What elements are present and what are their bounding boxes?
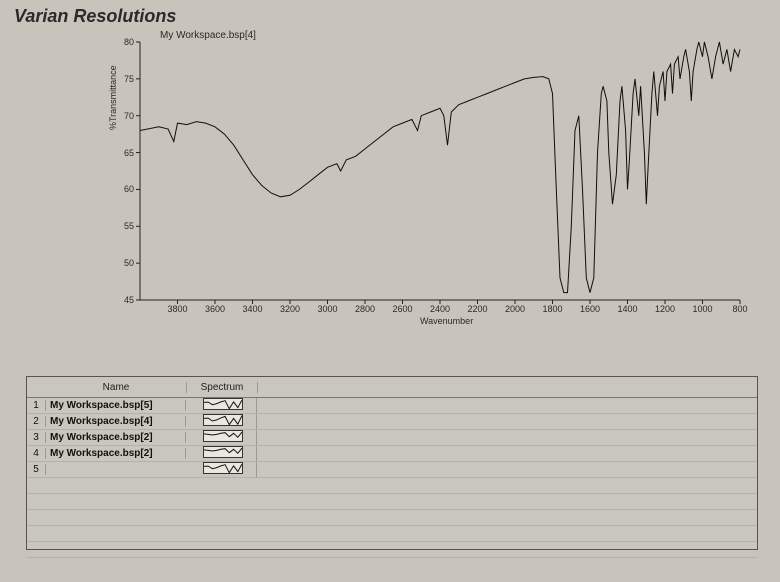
ytick-label: 55 [114, 221, 134, 231]
xtick-label: 1800 [542, 304, 562, 314]
xtick-label: 2400 [430, 304, 450, 314]
row-index: 5 [27, 464, 46, 475]
ytick-label: 65 [114, 148, 134, 158]
trace-label: My Workspace.bsp[4] [160, 30, 256, 41]
thumb-icon [203, 398, 243, 410]
table-row[interactable]: 2My Workspace.bsp[4] [27, 414, 757, 430]
row-spectrum-thumb [186, 414, 257, 429]
xtick-label: 1600 [580, 304, 600, 314]
xtick-label: 3000 [317, 304, 337, 314]
col-header-spectrum: Spectrum [187, 382, 258, 393]
row-index: 4 [27, 448, 46, 459]
xtick-label: 2600 [392, 304, 412, 314]
app-title: Varian Resolutions [14, 6, 176, 27]
row-name: My Workspace.bsp[2] [46, 432, 186, 443]
row-index: 1 [27, 400, 46, 411]
ytick-label: 60 [114, 184, 134, 194]
row-spectrum-thumb [186, 430, 257, 445]
xtick-label: 3600 [205, 304, 225, 314]
chart-svg [130, 30, 750, 320]
row-index: 3 [27, 432, 46, 443]
xtick-label: 3800 [167, 304, 187, 314]
row-name: My Workspace.bsp[2] [46, 448, 186, 459]
xtick-label: 2800 [355, 304, 375, 314]
table-row-empty [27, 542, 757, 558]
row-spectrum-thumb [186, 398, 257, 413]
thumb-icon [203, 446, 243, 458]
ytick-label: 50 [114, 258, 134, 268]
table-row[interactable]: 3My Workspace.bsp[2] [27, 430, 757, 446]
row-spectrum-thumb [186, 462, 257, 477]
row-name: My Workspace.bsp[5] [46, 400, 186, 411]
table-row-empty [27, 526, 757, 542]
table-row-empty [27, 478, 757, 494]
xtick-label: 800 [732, 304, 747, 314]
table-header: Name Spectrum [27, 377, 757, 398]
xtick-label: 1000 [692, 304, 712, 314]
xtick-label: 1400 [617, 304, 637, 314]
xtick-label: 2200 [467, 304, 487, 314]
xtick-label: 3400 [242, 304, 262, 314]
spectrum-table: Name Spectrum 1My Workspace.bsp[5]2My Wo… [26, 376, 758, 550]
table-row[interactable]: 5 [27, 462, 757, 478]
xtick-label: 2000 [505, 304, 525, 314]
thumb-icon [203, 462, 243, 474]
row-spectrum-thumb [186, 446, 257, 461]
xtick-label: 3200 [280, 304, 300, 314]
row-name: My Workspace.bsp[4] [46, 416, 186, 427]
ytick-label: 45 [114, 295, 134, 305]
col-header-name: Name [46, 382, 187, 393]
thumb-icon [203, 414, 243, 426]
ytick-label: 70 [114, 111, 134, 121]
ytick-label: 75 [114, 74, 134, 84]
chart-area: My Workspace.bsp[4] [130, 30, 750, 320]
row-index: 2 [27, 416, 46, 427]
table-body: 1My Workspace.bsp[5]2My Workspace.bsp[4]… [27, 398, 757, 558]
ytick-label: 80 [114, 37, 134, 47]
xtick-label: 1200 [655, 304, 675, 314]
table-row[interactable]: 1My Workspace.bsp[5] [27, 398, 757, 414]
thumb-icon [203, 430, 243, 442]
table-row-empty [27, 510, 757, 526]
table-row[interactable]: 4My Workspace.bsp[2] [27, 446, 757, 462]
table-row-empty [27, 494, 757, 510]
